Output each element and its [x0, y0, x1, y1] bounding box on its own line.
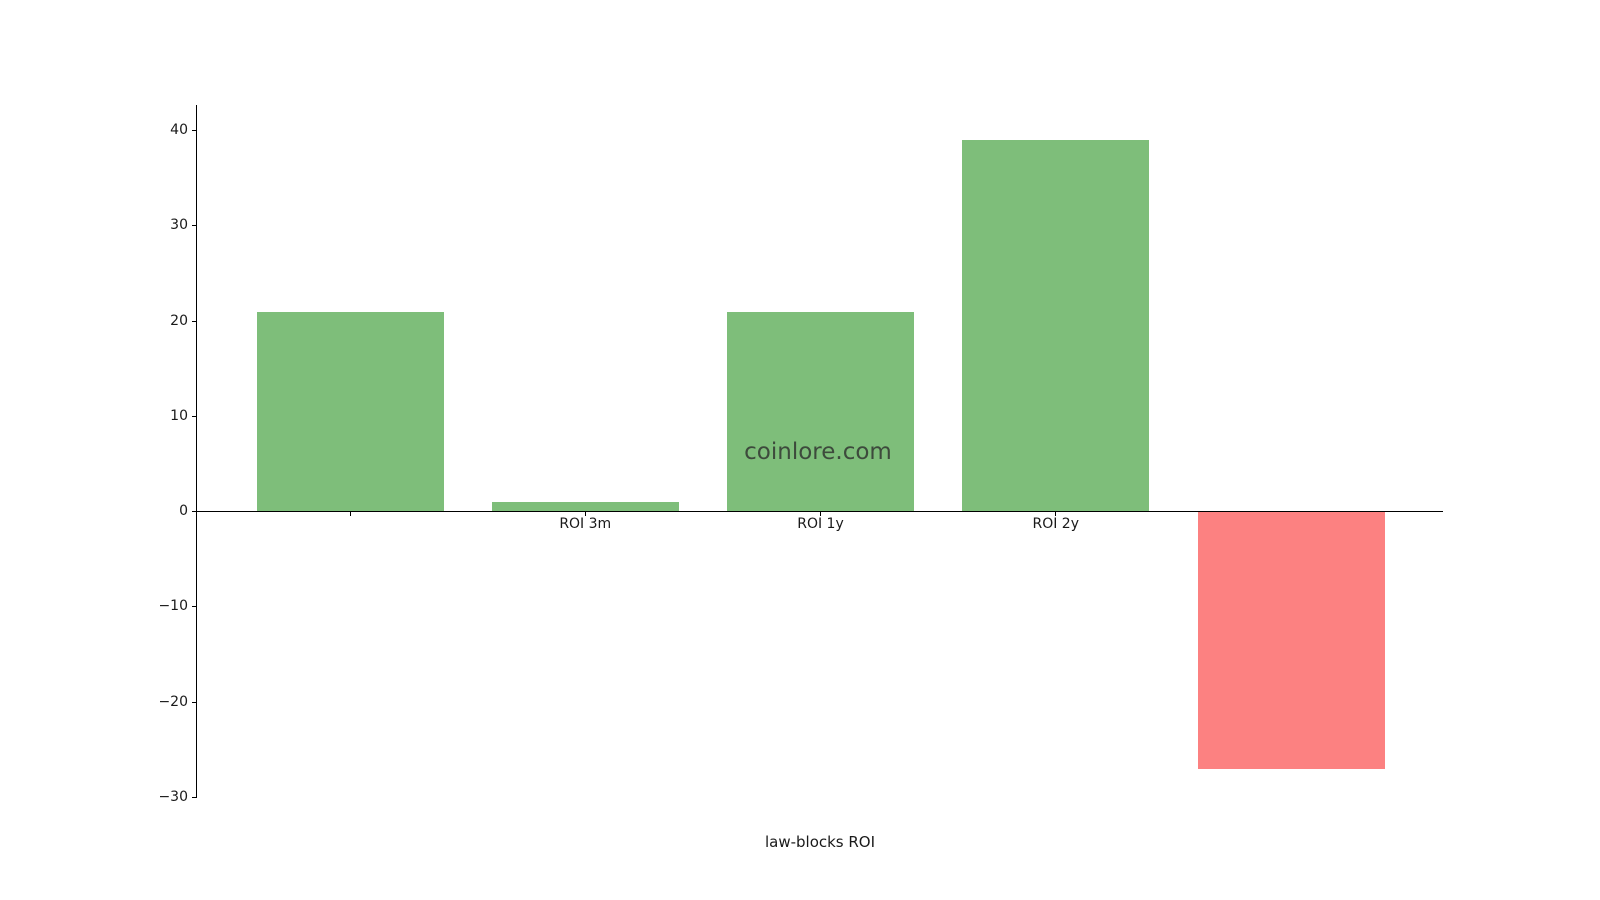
y-tick-label: 30: [170, 217, 188, 234]
y-tick-label: −30: [158, 788, 188, 805]
x-tick-label-roi-3m: ROI 3m: [559, 515, 612, 532]
y-tick-label: 0: [179, 503, 188, 520]
x-tick-mark: [349, 511, 351, 517]
bar-roi-3m: [491, 502, 679, 512]
y-tick-label: 20: [170, 312, 188, 329]
y-tick-mark: [191, 225, 196, 227]
bar-roi-1y: [727, 311, 914, 512]
x-tick-mark: [820, 511, 821, 517]
y-tick-mark: [191, 606, 196, 608]
y-tick-mark: [191, 701, 196, 703]
y-tick-label: 10: [170, 407, 188, 424]
x-tick-label-roi-1y: ROI 1y: [797, 515, 844, 532]
x-axis-title: law-blocks ROI: [764, 833, 876, 851]
x-tick-mark: [584, 511, 586, 517]
y-tick-mark: [191, 415, 196, 417]
y-tick-label: −20: [158, 693, 188, 710]
y-tick-label: −10: [158, 598, 188, 615]
bar-5: [1197, 511, 1385, 769]
bar-1: [256, 311, 444, 512]
y-tick-mark: [191, 130, 196, 132]
y-tick-mark: [191, 796, 196, 798]
y-axis-line: [196, 105, 197, 798]
watermark-text: coinlore.com: [744, 439, 892, 465]
y-tick-label: 40: [170, 122, 188, 139]
x-tick-label-empty: [275, 515, 425, 533]
y-tick-mark: [191, 320, 196, 322]
y-tick-mark: [191, 511, 196, 513]
x-tick-mark: [1055, 511, 1057, 517]
x-tick-label-roi-2y: ROI 2y: [1032, 515, 1080, 532]
bar-roi-2y: [962, 140, 1150, 512]
x-axis-line: [196, 511, 1443, 512]
